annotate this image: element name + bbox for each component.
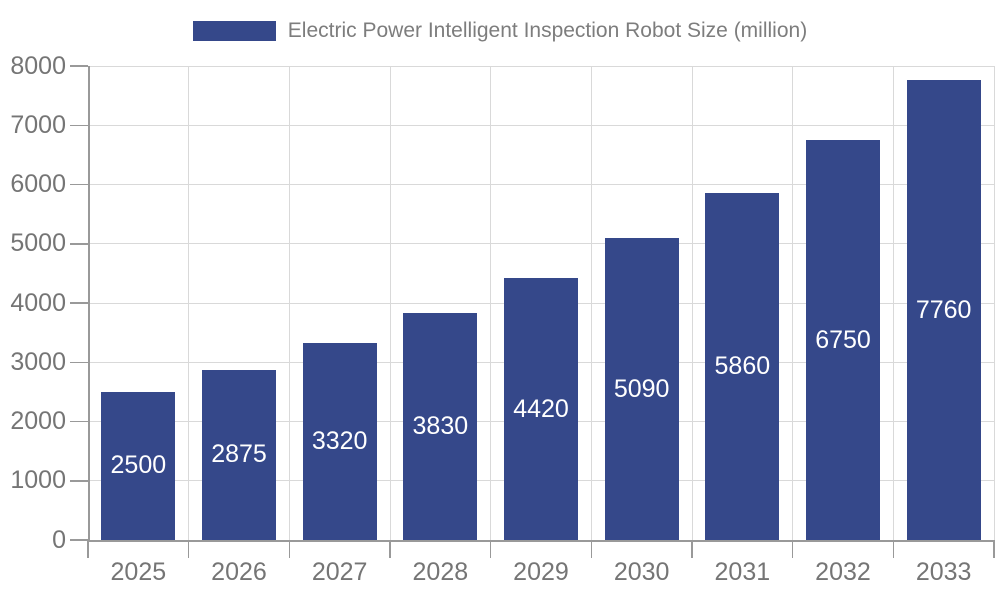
x-axis-tick	[389, 540, 391, 558]
x-tick-label: 2030	[613, 558, 670, 586]
gridline-vertical	[188, 66, 190, 540]
gridline-horizontal	[88, 243, 994, 245]
y-axis-tick	[70, 420, 88, 423]
bar-value-label: 3320	[311, 427, 368, 456]
x-tick-label: 2028	[412, 558, 469, 586]
x-axis-tick	[590, 540, 593, 558]
x-tick-label: 2033	[915, 558, 972, 586]
x-axis-tick	[288, 540, 291, 558]
y-tick-label: 8000	[10, 51, 66, 80]
bar[interactable]	[202, 369, 276, 540]
x-tick-label: 2027	[311, 558, 368, 586]
y-axis-tick	[70, 124, 88, 126]
y-axis-tick	[70, 183, 88, 186]
bar[interactable]	[403, 313, 478, 540]
x-tick-label: 2026	[211, 558, 267, 586]
bar-value-label: 4420	[513, 394, 569, 423]
x-axis-tick	[187, 540, 190, 558]
x-tick-label: 2025	[110, 558, 167, 586]
y-tick-label: 4000	[10, 288, 66, 317]
bar-value-label: 5860	[714, 351, 771, 380]
bar-value-label: 2875	[211, 440, 267, 469]
gridline-vertical	[389, 66, 391, 540]
gridline-horizontal	[88, 184, 994, 185]
bar-value-label: 2500	[110, 451, 167, 480]
bar[interactable]	[705, 192, 780, 540]
x-axis-tick	[489, 540, 492, 558]
x-tick-label: 2032	[815, 558, 871, 586]
y-tick-label: 7000	[10, 110, 66, 139]
y-tick-label: 3000	[10, 347, 66, 376]
x-tick-label: 2029	[513, 558, 569, 586]
y-tick-label: 2000	[10, 407, 66, 435]
bar[interactable]	[504, 278, 578, 540]
y-tick-label: 5000	[10, 229, 66, 258]
gridline-vertical	[590, 66, 592, 540]
y-axis-tick	[70, 539, 88, 541]
legend-label: Electric Power Intelligent Inspection Ro…	[287, 19, 808, 42]
bar[interactable]	[604, 238, 679, 540]
legend-item[interactable]: Electric Power Intelligent Inspection Ro…	[192, 19, 808, 43]
y-tick-label: 1000	[10, 466, 66, 495]
x-axis-tick	[892, 540, 895, 558]
gridline-horizontal	[88, 65, 994, 67]
x-axis-line	[87, 540, 995, 542]
y-tick-label: 0	[52, 525, 66, 554]
y-axis-tick	[70, 65, 88, 67]
y-axis-tick	[70, 243, 88, 245]
gridline-vertical	[792, 66, 794, 540]
bar-value-label: 5090	[613, 374, 670, 403]
bar-value-label: 7760	[915, 295, 972, 324]
gridline-vertical	[691, 66, 693, 540]
bar[interactable]	[906, 80, 981, 540]
gridline-horizontal	[88, 124, 994, 126]
bar[interactable]	[806, 140, 880, 540]
x-axis-tick	[691, 540, 693, 558]
x-axis-tick	[791, 540, 794, 558]
gridline-vertical	[892, 66, 894, 540]
y-axis-tick	[70, 361, 88, 363]
y-axis-tick	[70, 302, 88, 304]
x-tick-label: 2031	[714, 558, 771, 586]
y-axis-tick	[70, 480, 88, 482]
bar[interactable]	[101, 391, 176, 540]
bar[interactable]	[302, 343, 377, 540]
y-axis-line	[88, 66, 90, 540]
legend-swatch	[192, 21, 276, 41]
y-tick-label: 6000	[10, 170, 66, 198]
x-axis-tick	[993, 540, 995, 558]
gridline-vertical	[993, 66, 995, 540]
legend: Electric Power Intelligent Inspection Ro…	[0, 15, 1000, 47]
gridline-vertical	[288, 66, 290, 540]
bar-value-label: 6750	[815, 325, 871, 354]
bar-value-label: 3830	[412, 412, 469, 441]
x-axis-tick	[87, 540, 89, 558]
gridline-vertical	[490, 66, 492, 540]
